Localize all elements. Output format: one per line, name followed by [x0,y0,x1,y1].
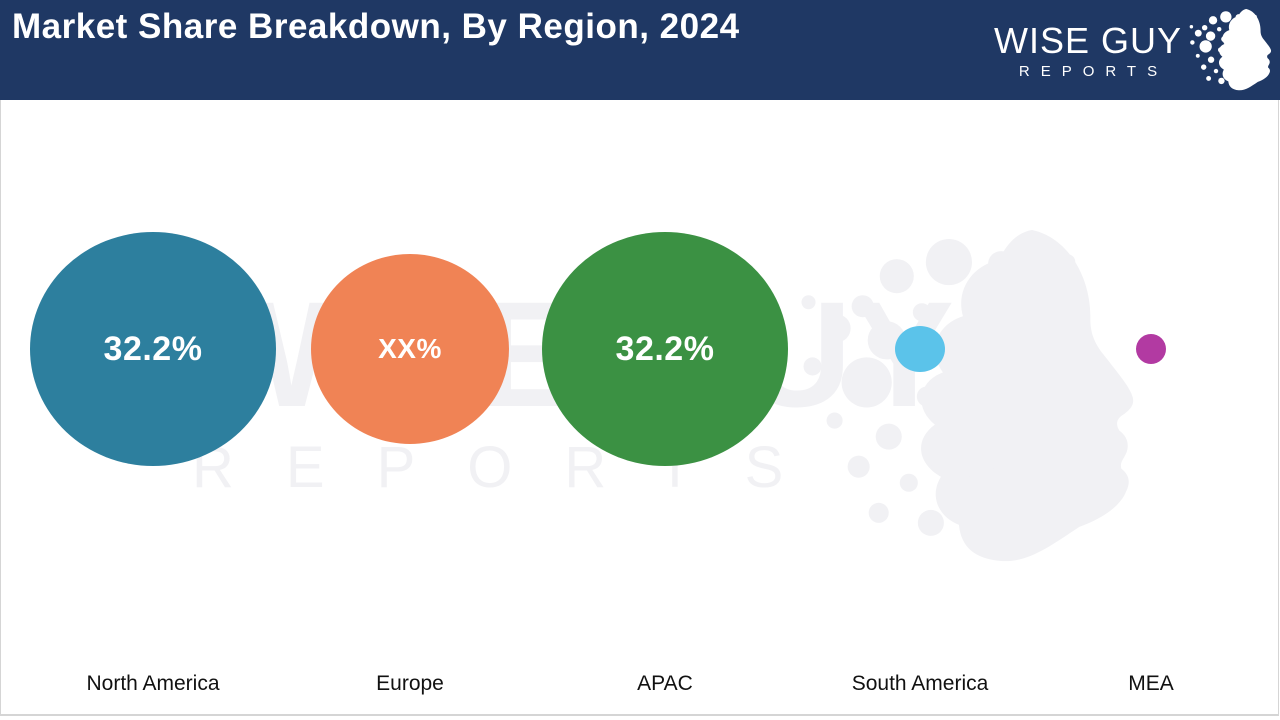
category-label-mea: MEA [1128,672,1174,695]
category-label-north-america: North America [86,672,220,695]
bubble-mea [1136,334,1166,364]
bubble-europe: XX% [311,254,509,444]
page-title: Market Share Breakdown, By Region, 2024 [12,7,740,46]
bubble-apac: 32.2% [542,232,788,466]
category-label-europe: Europe [376,672,444,695]
logo-subtext: REPORTS [1018,63,1169,80]
wiseguy-logo: WISE GUY REPORTS [994,0,1280,100]
bubble-value-label: 32.2% [103,329,203,368]
header: Market Share Breakdown, By Region, 2024 … [0,0,1280,100]
bubble-south-america [895,326,945,372]
wiseguy-head-icon [1189,9,1272,91]
bubble-north-america: 32.2% [30,232,276,466]
category-label-south-america: South America [851,672,989,695]
bubble-value-label: 32.2% [615,329,715,368]
category-label-apac: APAC [637,672,693,695]
bubble-value-label: XX% [378,333,442,364]
logo-text: WISE GUY REPORTS [994,20,1182,80]
logo-wordmark: WISE GUY [993,20,1182,61]
